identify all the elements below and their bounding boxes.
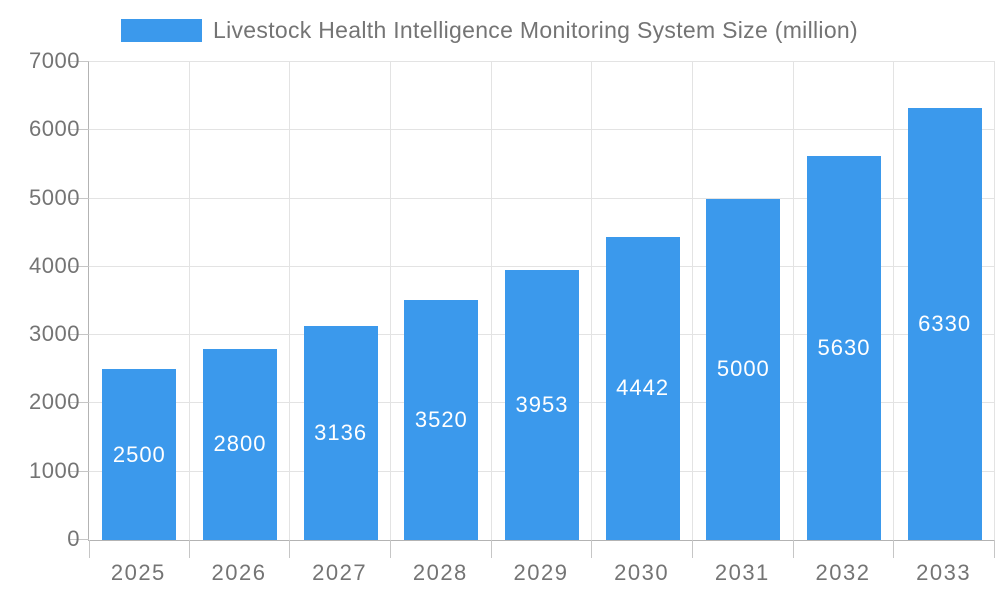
x-axis-tick (289, 540, 291, 558)
bar-2033[interactable] (907, 107, 982, 540)
bar-value-label: 5000 (716, 356, 770, 382)
x-axis-label: 2030 (614, 560, 670, 585)
y-axis-label: 6000 (29, 116, 80, 142)
y-axis-tick (69, 334, 89, 336)
y-axis-label: 7000 (29, 48, 80, 73)
y-axis-label: 0 (67, 526, 80, 551)
y-axis-tick (69, 470, 89, 472)
x-gridline (490, 62, 492, 540)
y-axis-label: 4000 (29, 252, 80, 278)
x-axis-label: 2025 (110, 560, 166, 585)
y-axis-label: 2000 (29, 389, 80, 415)
y-gridline (89, 265, 995, 267)
y-axis-tick (69, 402, 89, 404)
x-axis-tick (490, 540, 492, 558)
x-axis-tick (390, 540, 391, 558)
y-gridline (89, 61, 995, 62)
bar-value-label: 3953 (515, 392, 569, 418)
bar-2030[interactable] (605, 236, 680, 540)
y-axis-label: 3000 (29, 321, 80, 347)
y-axis-label: 1000 (29, 457, 80, 483)
x-axis-tick (89, 540, 90, 558)
bar-2028[interactable] (404, 299, 479, 540)
y-gridline (89, 129, 995, 131)
bar-2026[interactable] (203, 348, 277, 540)
legend-label: Livestock Health Intelligence Monitoring… (213, 17, 858, 43)
x-gridline (591, 62, 593, 540)
y-axis-tick (69, 61, 89, 62)
x-axis-tick (994, 540, 995, 558)
y-gridline (89, 197, 995, 199)
x-axis-label: 2033 (916, 560, 972, 585)
x-axis-tick (792, 540, 794, 558)
x-axis-tick (188, 540, 190, 558)
bar-2027[interactable] (303, 325, 378, 540)
x-gridline (994, 62, 995, 540)
bar-2025[interactable] (102, 369, 177, 540)
y-axis-label: 5000 (29, 184, 80, 210)
bar-2032[interactable] (807, 155, 881, 540)
y-axis-tick (69, 265, 89, 267)
x-gridline (692, 62, 693, 540)
bar-value-label: 2500 (112, 441, 166, 467)
x-axis-tick (692, 540, 693, 558)
x-gridline (893, 62, 895, 540)
x-gridline (792, 62, 794, 540)
x-axis-label: 2028 (412, 560, 468, 585)
x-gridline (188, 62, 190, 540)
legend-swatch-icon (121, 19, 202, 42)
y-axis-tick (69, 197, 89, 199)
y-axis-tick (69, 129, 89, 131)
bar-value-label: 3136 (314, 419, 368, 445)
x-axis-label: 2031 (714, 560, 770, 585)
bar-2031[interactable] (706, 198, 781, 540)
bar-2029[interactable] (505, 270, 579, 540)
x-axis-label: 2026 (211, 560, 267, 585)
x-gridline (289, 62, 291, 540)
x-axis-label: 2029 (513, 560, 569, 585)
x-axis-label: 2027 (312, 560, 368, 585)
x-gridline (390, 62, 391, 540)
y-axis-tick (69, 539, 89, 540)
bar-value-label: 3520 (414, 406, 468, 432)
legend[interactable]: Livestock Health Intelligence Monitoring… (121, 17, 858, 44)
x-axis-label: 2032 (815, 560, 871, 585)
bar-value-label: 2800 (213, 431, 267, 457)
bar-value-label: 6330 (918, 310, 972, 336)
bar-value-label: 5630 (817, 334, 871, 360)
x-axis-tick (591, 540, 593, 558)
plot-area: 2500 2800 3136 3520 3953 4442 5000 5630 6330 (69, 61, 995, 558)
x-axis-tick (893, 540, 895, 558)
bar-value-label: 4442 (616, 375, 670, 401)
